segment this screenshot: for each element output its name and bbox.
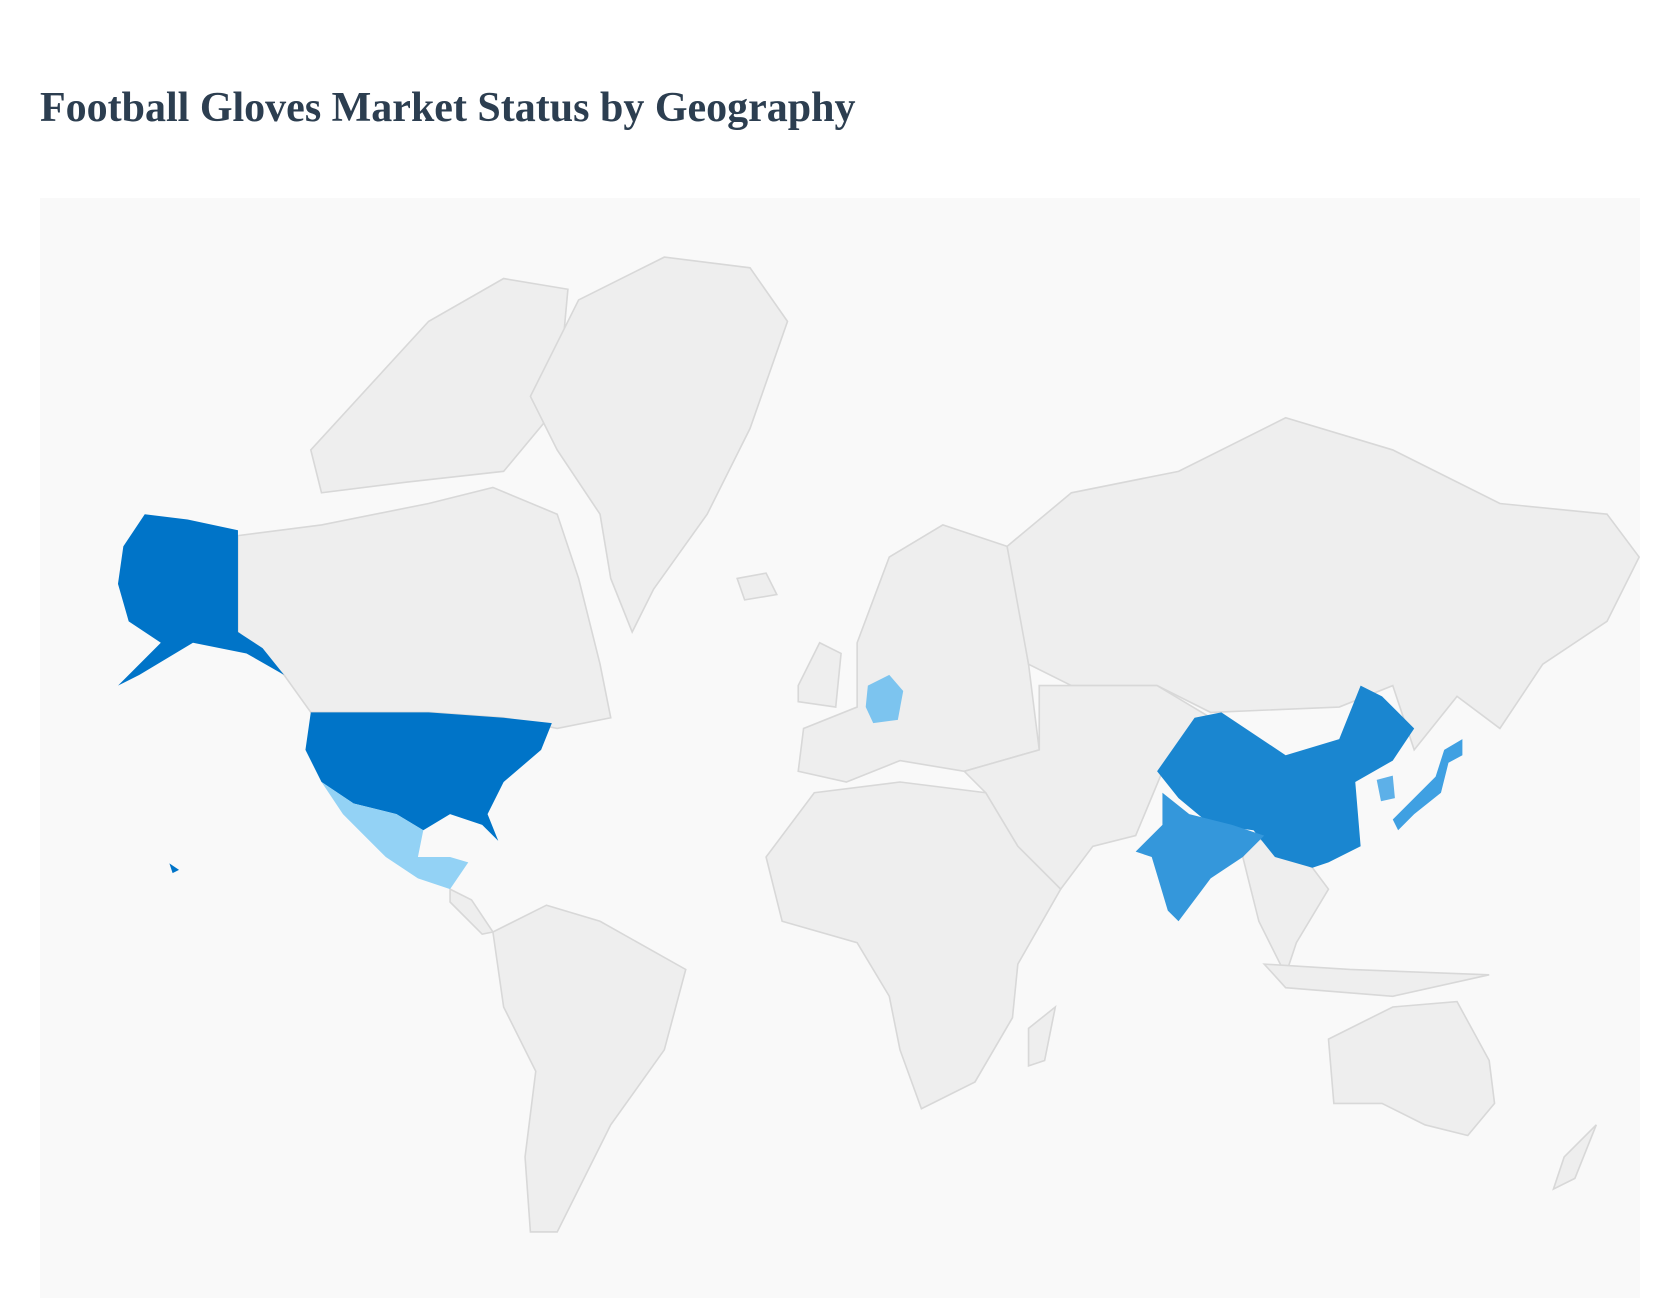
arctic-islands bbox=[309, 277, 569, 494]
new-zealand[interactable] bbox=[1552, 1124, 1598, 1191]
middle-east-central-asia[interactable] bbox=[962, 684, 1212, 891]
country-south-korea[interactable] bbox=[1376, 775, 1395, 802]
land-masses bbox=[237, 256, 1641, 1233]
united-kingdom[interactable] bbox=[797, 641, 842, 708]
southeast-asia[interactable] bbox=[1241, 834, 1330, 977]
country-usa[interactable] bbox=[305, 712, 552, 841]
country-mexico[interactable] bbox=[321, 782, 469, 890]
country-usa-alaska[interactable] bbox=[117, 514, 285, 686]
canada[interactable] bbox=[237, 486, 612, 730]
australia[interactable] bbox=[1327, 1000, 1496, 1137]
country-india[interactable] bbox=[1135, 792, 1265, 922]
indonesia[interactable] bbox=[1262, 963, 1490, 998]
greenland[interactable] bbox=[529, 256, 789, 634]
page-title: Football Gloves Market Status by Geograp… bbox=[40, 85, 856, 131]
madagascar[interactable] bbox=[1027, 1004, 1057, 1068]
south-america[interactable] bbox=[492, 904, 687, 1233]
country-germany[interactable] bbox=[865, 674, 904, 724]
highlighted-countries bbox=[117, 514, 1463, 922]
central-america[interactable] bbox=[449, 887, 495, 936]
iceland[interactable] bbox=[736, 572, 779, 601]
country-japan[interactable] bbox=[1392, 739, 1463, 831]
africa[interactable] bbox=[765, 781, 1062, 1110]
country-usa-hawaii[interactable] bbox=[169, 863, 180, 874]
